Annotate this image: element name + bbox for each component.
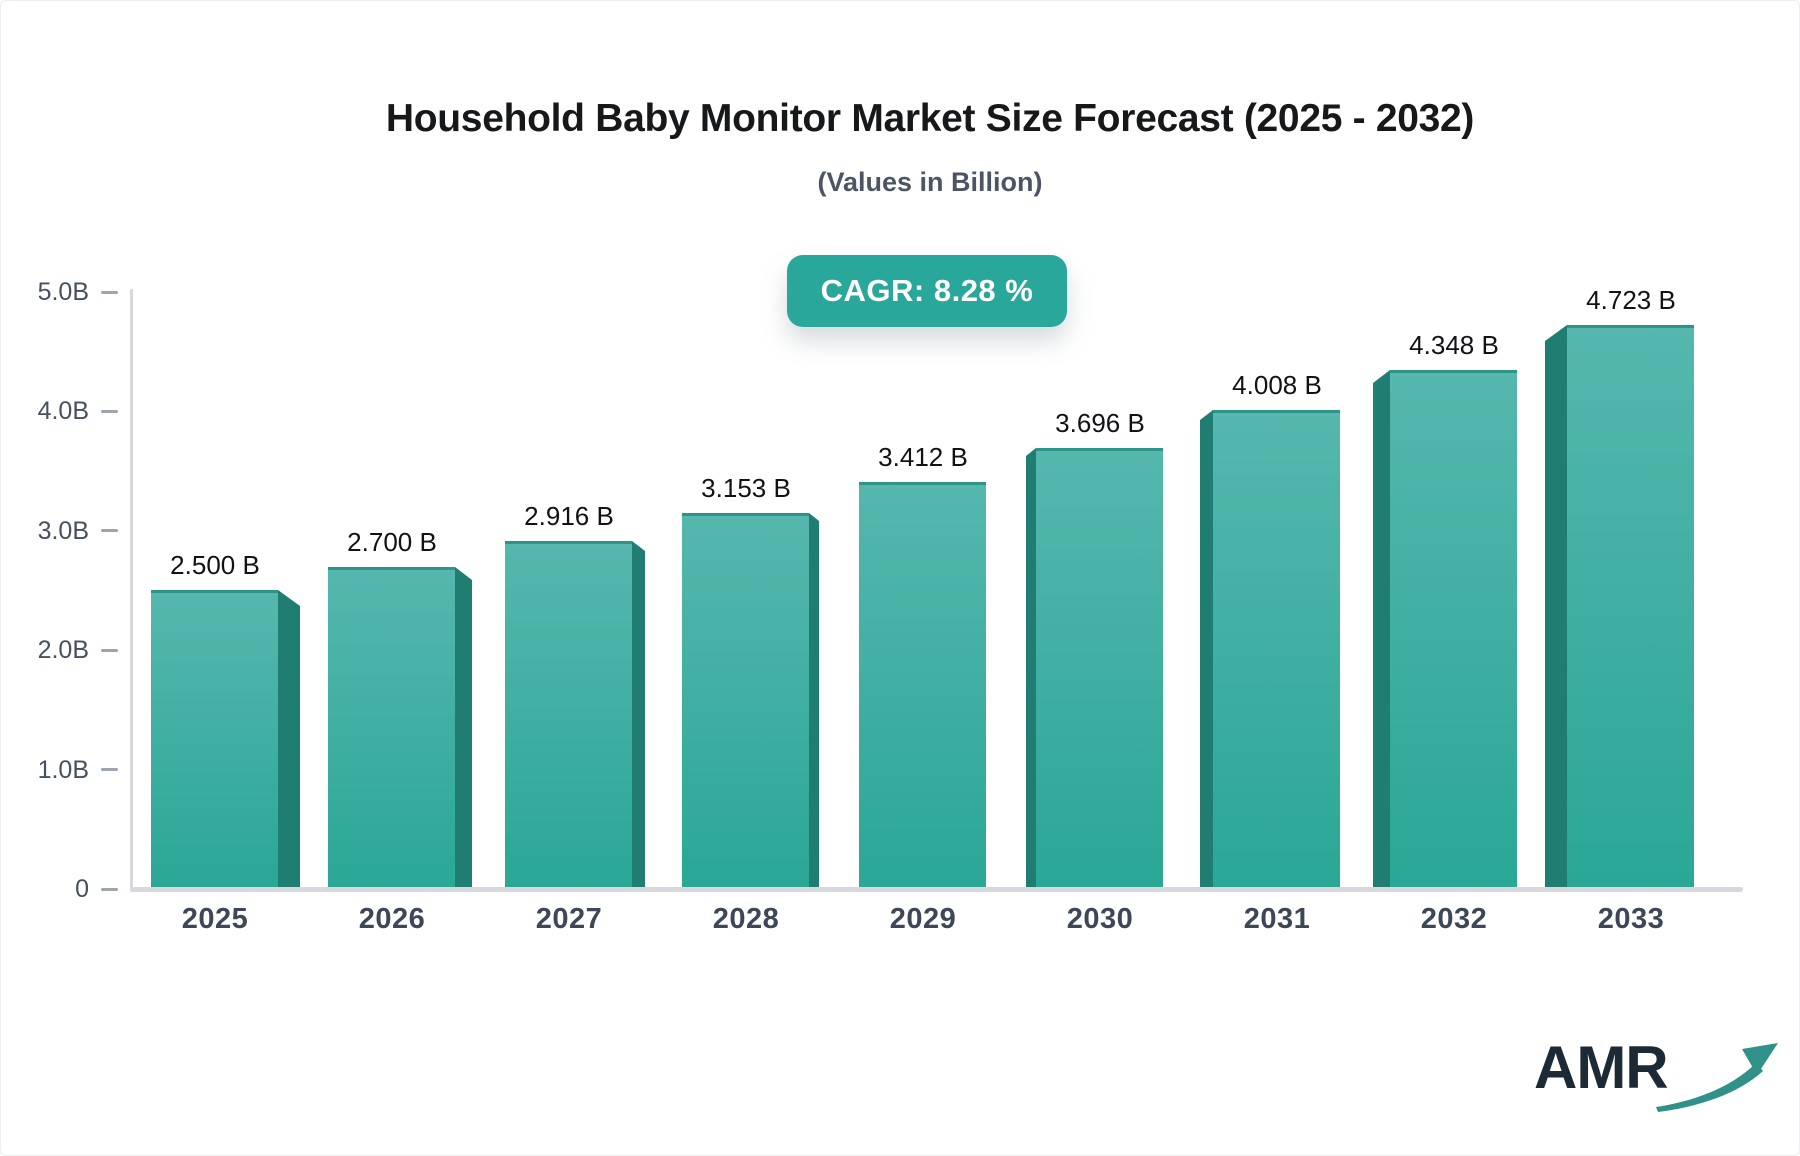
x-tick-label-2032: 2032 — [1420, 903, 1488, 935]
bar-2033 — [1567, 325, 1694, 889]
amr-logo: AMR — [1534, 1035, 1780, 1115]
x-tick-label-2029: 2029 — [889, 903, 957, 935]
y-tick — [101, 887, 118, 891]
cagr-badge: CAGR: 8.28 % — [787, 255, 1067, 327]
bar-2028 — [682, 513, 809, 889]
y-tick-label: 2.0B — [37, 636, 89, 665]
bar-value-label-2031: 4.008 B — [1232, 370, 1322, 400]
bar-2030 — [1036, 448, 1163, 889]
amr-logo-text: AMR — [1534, 1034, 1669, 1101]
bar-value-label-2025: 2.500 B — [170, 550, 260, 580]
bar-side-2025 — [278, 590, 300, 889]
bar-2031 — [1213, 410, 1340, 889]
bar-value-label-2028: 3.153 B — [701, 473, 791, 503]
bar-side-2032 — [1373, 370, 1390, 889]
bar-side-2027 — [632, 541, 645, 889]
bar-value-label-2029: 3.412 B — [878, 442, 968, 472]
bar-side-2031 — [1200, 410, 1213, 889]
bar-2025 — [151, 590, 278, 889]
chart-subtitle: (Values in Billion) — [817, 167, 1043, 197]
y-tick — [101, 529, 118, 533]
x-tick-label-2026: 2026 — [358, 903, 426, 935]
y-tick-label: 0 — [75, 875, 89, 903]
y-axis-line — [130, 289, 133, 892]
bar-2029 — [859, 482, 986, 889]
y-tick — [101, 648, 118, 652]
bar-2027 — [505, 541, 632, 889]
bar-value-label-2027: 2.916 B — [524, 501, 614, 531]
bar-side-2033 — [1545, 325, 1567, 889]
y-tick-label: 1.0B — [37, 755, 89, 784]
x-tick-label-2033: 2033 — [1597, 903, 1665, 935]
y-tick — [101, 290, 118, 294]
bar-value-label-2033: 4.723 B — [1586, 285, 1676, 315]
y-tick-label: 4.0B — [37, 397, 89, 426]
bar-side-2028 — [809, 513, 819, 889]
bar-value-label-2026: 2.700 B — [347, 527, 437, 557]
bar-value-label-2032: 4.348 B — [1409, 330, 1499, 360]
bar-side-2030 — [1026, 448, 1036, 889]
x-tick-label-2025: 2025 — [181, 903, 249, 935]
x-tick-label-2030: 2030 — [1066, 903, 1134, 935]
y-tick — [101, 409, 118, 413]
chart-title: Household Baby Monitor Market Size Forec… — [385, 97, 1475, 140]
bar-value-label-2030: 3.696 B — [1055, 408, 1145, 438]
y-tick-label: 3.0B — [37, 516, 89, 545]
bar-2026 — [328, 567, 455, 889]
growth-arrow-icon — [1655, 1043, 1778, 1112]
x-tick-label-2027: 2027 — [535, 903, 603, 935]
y-tick-label: 5.0B — [37, 278, 89, 306]
x-axis-line — [130, 887, 1743, 892]
x-tick-label-2028: 2028 — [712, 903, 780, 935]
y-tick — [101, 768, 118, 772]
bar-2032 — [1390, 370, 1517, 889]
x-tick-label-2031: 2031 — [1243, 903, 1311, 935]
bar-side-2026 — [455, 567, 472, 889]
